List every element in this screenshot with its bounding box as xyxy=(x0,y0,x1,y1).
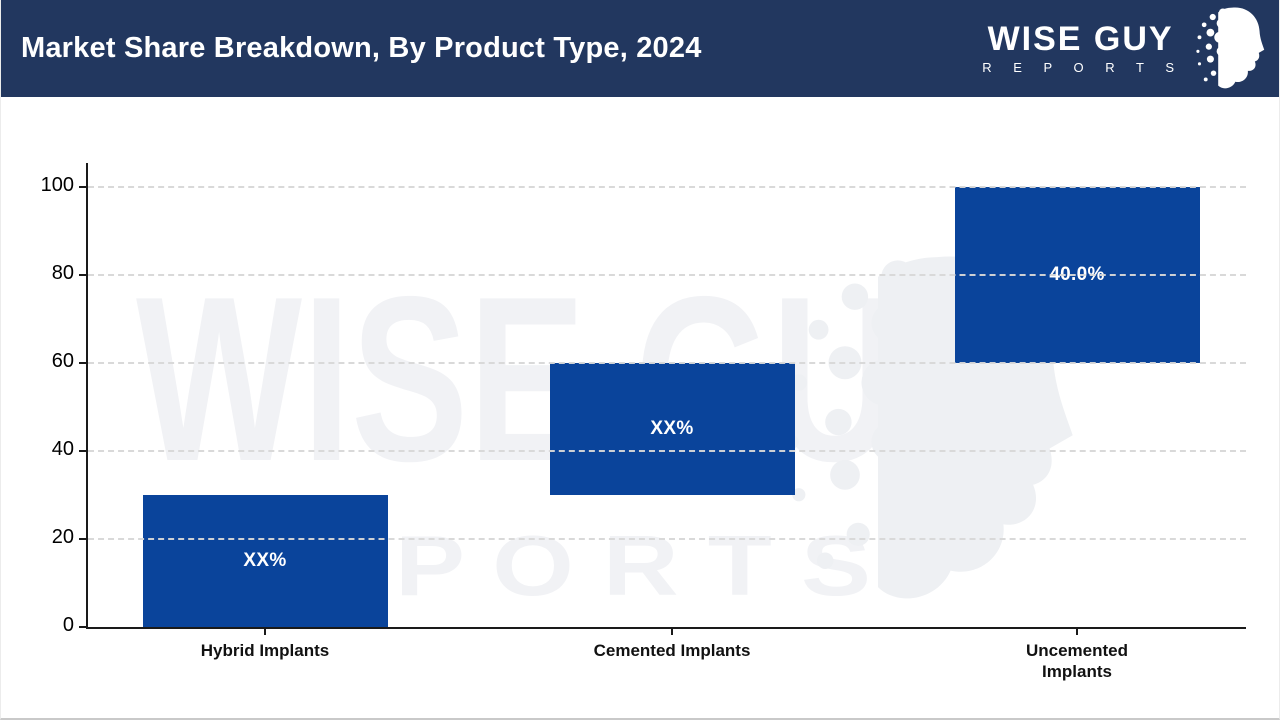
y-tick-mark xyxy=(79,538,88,540)
gridline xyxy=(88,186,1246,188)
bar: XX% xyxy=(142,495,388,627)
wiseguy-logo: WISE GUY R E P O R T S xyxy=(978,6,1265,92)
bar-value-label: XX% xyxy=(243,550,287,571)
header-bar: Market Share Breakdown, By Product Type,… xyxy=(1,0,1279,97)
x-tick-mark xyxy=(264,627,266,635)
x-tick-mark xyxy=(671,627,673,635)
y-tick-mark xyxy=(79,626,88,628)
gridline xyxy=(88,538,1246,540)
bar-value-label: XX% xyxy=(650,418,694,439)
wiseguy-face-icon xyxy=(1196,7,1265,88)
y-tick-label: 0 xyxy=(62,614,74,636)
logo-line1: WISE GUY xyxy=(987,20,1174,58)
y-tick-mark xyxy=(79,450,88,452)
page-title: Market Share Breakdown, By Product Type,… xyxy=(21,32,702,64)
bar: XX% xyxy=(549,363,795,495)
y-tick-mark xyxy=(79,186,88,188)
y-tick-mark xyxy=(79,362,88,364)
y-tick-label: 40 xyxy=(51,438,74,460)
gridline xyxy=(88,274,1246,276)
gridline xyxy=(88,450,1246,452)
chart-area: WISE GUY R E P O R T S 0 20 40 60 80 100 XX% XX… xyxy=(1,97,1279,718)
x-axis-label: Hybrid Implants xyxy=(200,641,330,660)
y-tick-label: 20 xyxy=(51,526,74,548)
x-axis-line xyxy=(86,627,1246,629)
y-axis-line xyxy=(86,163,88,629)
y-tick-mark xyxy=(79,274,88,276)
logo-wordmark: WISE GUY R E P O R T S xyxy=(978,22,1183,75)
x-tick-mark xyxy=(1076,627,1078,635)
y-tick-label: 100 xyxy=(40,174,74,196)
logo-line2: R E P O R T S xyxy=(982,60,1183,75)
gridline xyxy=(88,362,1246,364)
x-axis-label: Uncemented Implants xyxy=(1025,641,1129,682)
y-tick-label: 60 xyxy=(51,350,74,372)
y-tick-label: 80 xyxy=(51,262,74,284)
x-axis-label: Cemented Implants xyxy=(593,641,751,660)
